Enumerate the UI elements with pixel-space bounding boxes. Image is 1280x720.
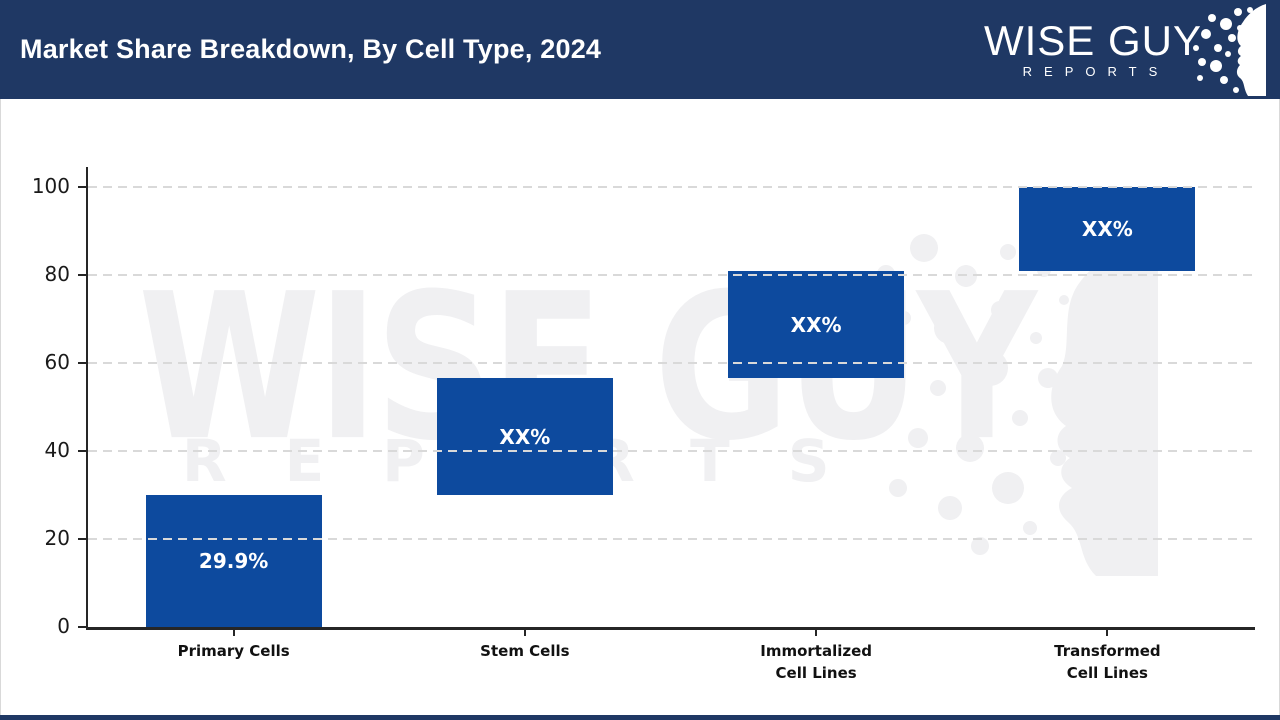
y-tick-label: 100 [31, 174, 70, 198]
x-category-label: Stem Cells [480, 642, 570, 660]
y-axis-spine [86, 167, 88, 629]
x-category-label: Transformed Cell Lines [1054, 642, 1161, 682]
footer-bar [0, 715, 1280, 720]
y-tick-mark [78, 538, 87, 540]
y-tick-mark [78, 186, 87, 188]
y-tick-mark [78, 362, 87, 364]
watermark-face-dots-icon [866, 234, 1158, 576]
bar-value-label: XX% [499, 424, 551, 449]
bar-value-label: 29.9% [198, 549, 269, 574]
bar-value-label: XX% [1081, 217, 1133, 242]
bar-immortalized-cell-lines: XX% [728, 271, 905, 379]
logo-face-dots-icon [1193, 3, 1266, 96]
gridline-80 [88, 274, 1253, 276]
x-category-label: Immortalized Cell Lines [760, 642, 872, 682]
bar-primary-cells: 29.9% [145, 495, 322, 627]
x-tick-mark [523, 630, 526, 636]
logo-wordmark: WISE GUY [983, 17, 1202, 64]
x-tick-mark [1106, 630, 1109, 636]
gridline-40 [88, 450, 1253, 452]
y-tick-label: 0 [57, 614, 70, 638]
y-tick-label: 40 [44, 438, 70, 462]
x-category-label: Primary Cells [177, 642, 290, 660]
y-tick-mark [78, 274, 87, 276]
y-tick-mark [78, 626, 87, 628]
bar-stem-cells: XX% [436, 378, 613, 495]
x-axis-spine [86, 627, 1255, 630]
bar-transformed-cell-lines: XX% [1019, 187, 1196, 272]
x-tick-mark [815, 630, 818, 636]
gridline-20 [88, 538, 1253, 540]
x-tick-mark [232, 630, 235, 636]
y-tick-label: 80 [44, 262, 70, 286]
wiseguy-logo: WISE GUY REPORTS [983, 3, 1266, 96]
bar-value-label: XX% [790, 312, 842, 337]
y-tick-label: 20 [44, 526, 70, 550]
header: Market Share Breakdown, By Cell Type, 20… [0, 0, 1280, 99]
y-tick-mark [78, 450, 87, 452]
y-tick-label: 60 [44, 350, 70, 374]
logo-subtitle: REPORTS [1022, 64, 1170, 79]
gridline-60 [88, 362, 1253, 364]
page-title: Market Share Breakdown, By Cell Type, 20… [20, 34, 602, 64]
gridline-100 [88, 186, 1253, 188]
